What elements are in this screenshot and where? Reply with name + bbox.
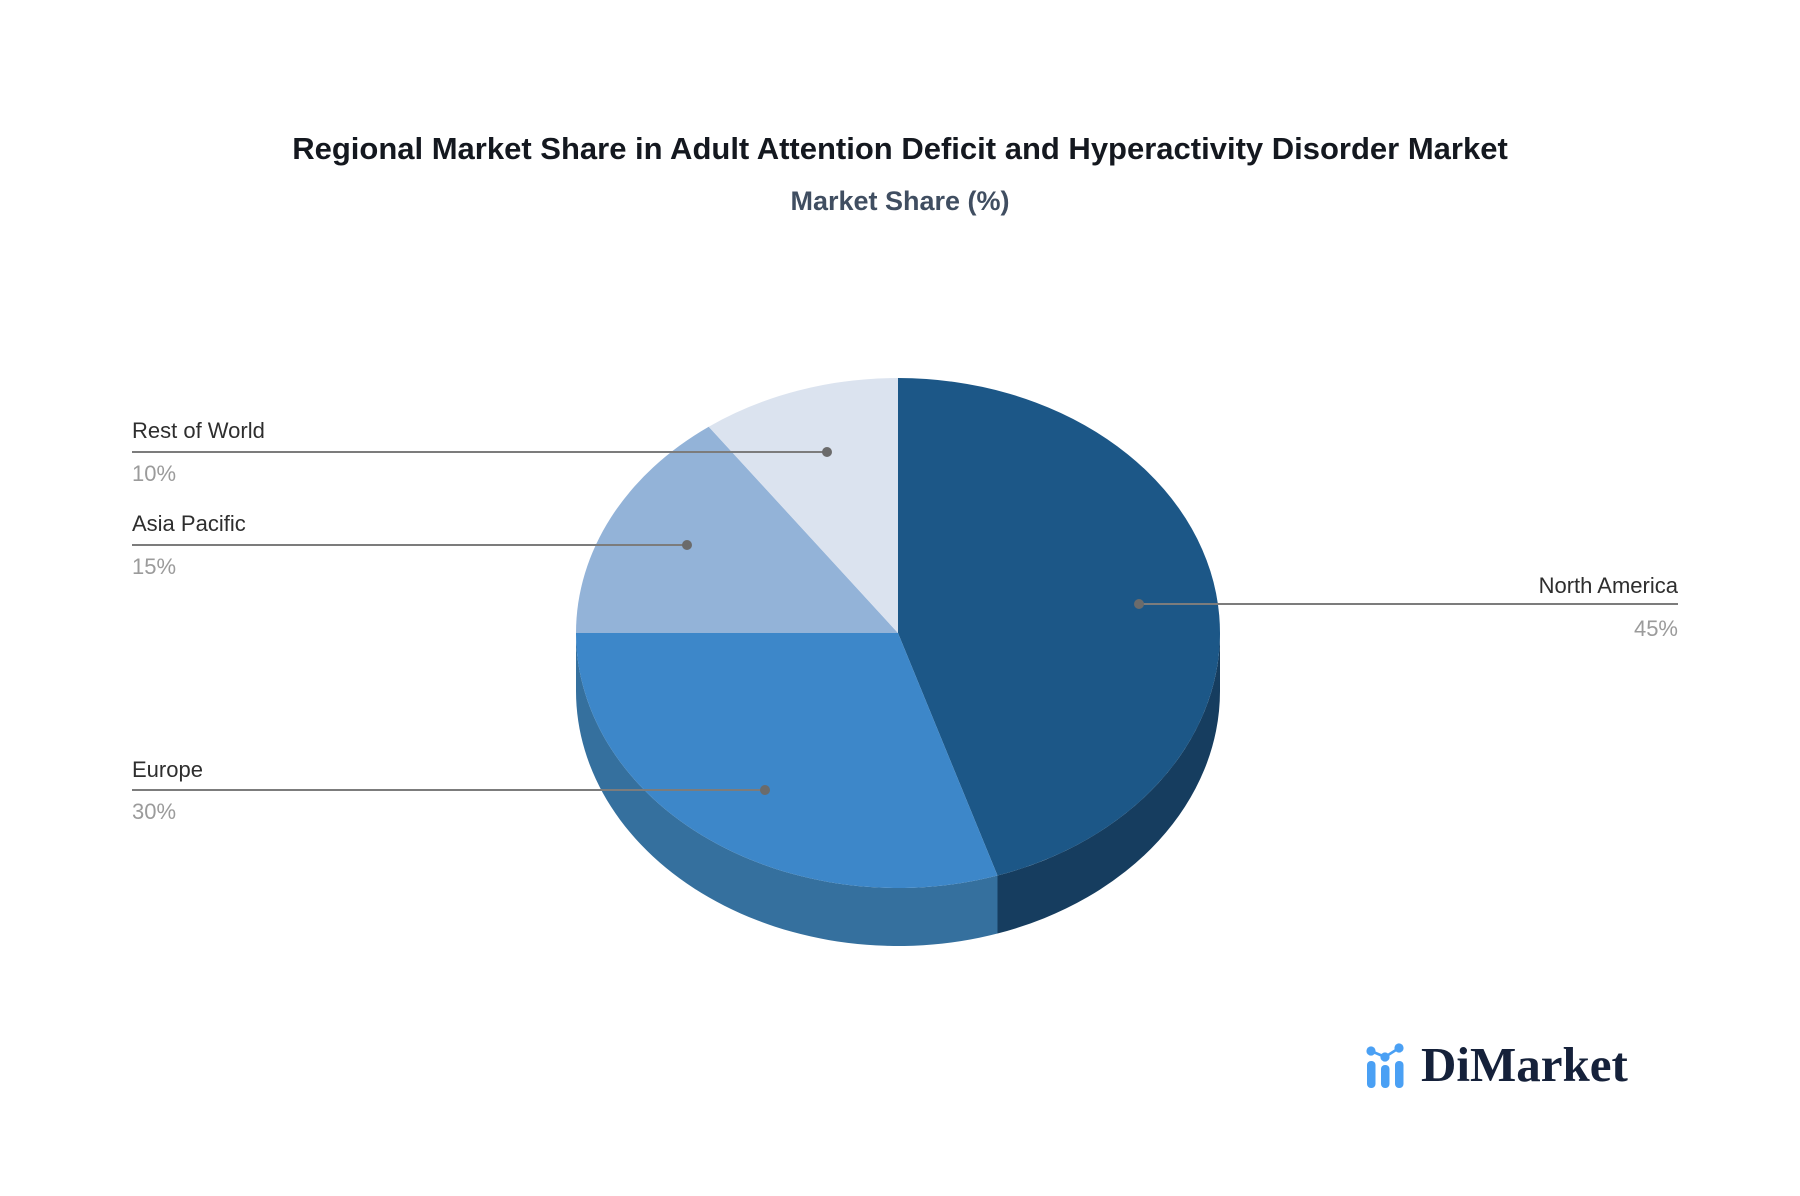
slice-label-asia-pacific: Asia Pacific	[132, 511, 246, 536]
pie-slice-asia-pacific[interactable]	[576, 426, 898, 633]
slice-value-europe: 30%	[132, 799, 177, 824]
slice-label-rest-of-world: Rest of World	[132, 418, 265, 443]
bar-chart-trend-icon	[1366, 1043, 1404, 1088]
leader-dot-north-america	[1134, 599, 1144, 609]
pie-slice-side-north-america[interactable]	[997, 633, 1220, 934]
dimarket-logo: DiMarket	[1366, 1037, 1628, 1092]
slice-label-europe: Europe	[132, 757, 203, 782]
pie-slice-europe[interactable]	[576, 633, 998, 889]
leader-dot-asia-pacific	[682, 540, 692, 550]
slice-value-rest-of-world: 10%	[132, 461, 177, 486]
pie-slice-rest-of-world[interactable]	[708, 378, 898, 633]
pie-slice-side-europe[interactable]	[576, 633, 998, 947]
slice-value-asia-pacific: 15%	[132, 554, 177, 579]
leader-dot-rest-of-world	[822, 447, 832, 457]
logo-text: DiMarket	[1421, 1037, 1628, 1092]
pie-slice-north-america[interactable]	[898, 378, 1221, 876]
leader-dot-europe	[760, 785, 770, 795]
slice-value-north-america: 45%	[1633, 616, 1678, 641]
slice-label-north-america: North America	[1538, 573, 1678, 598]
chart-subtitle: Market Share (%)	[790, 186, 1010, 216]
chart-title: Regional Market Share in Adult Attention…	[292, 131, 1508, 166]
